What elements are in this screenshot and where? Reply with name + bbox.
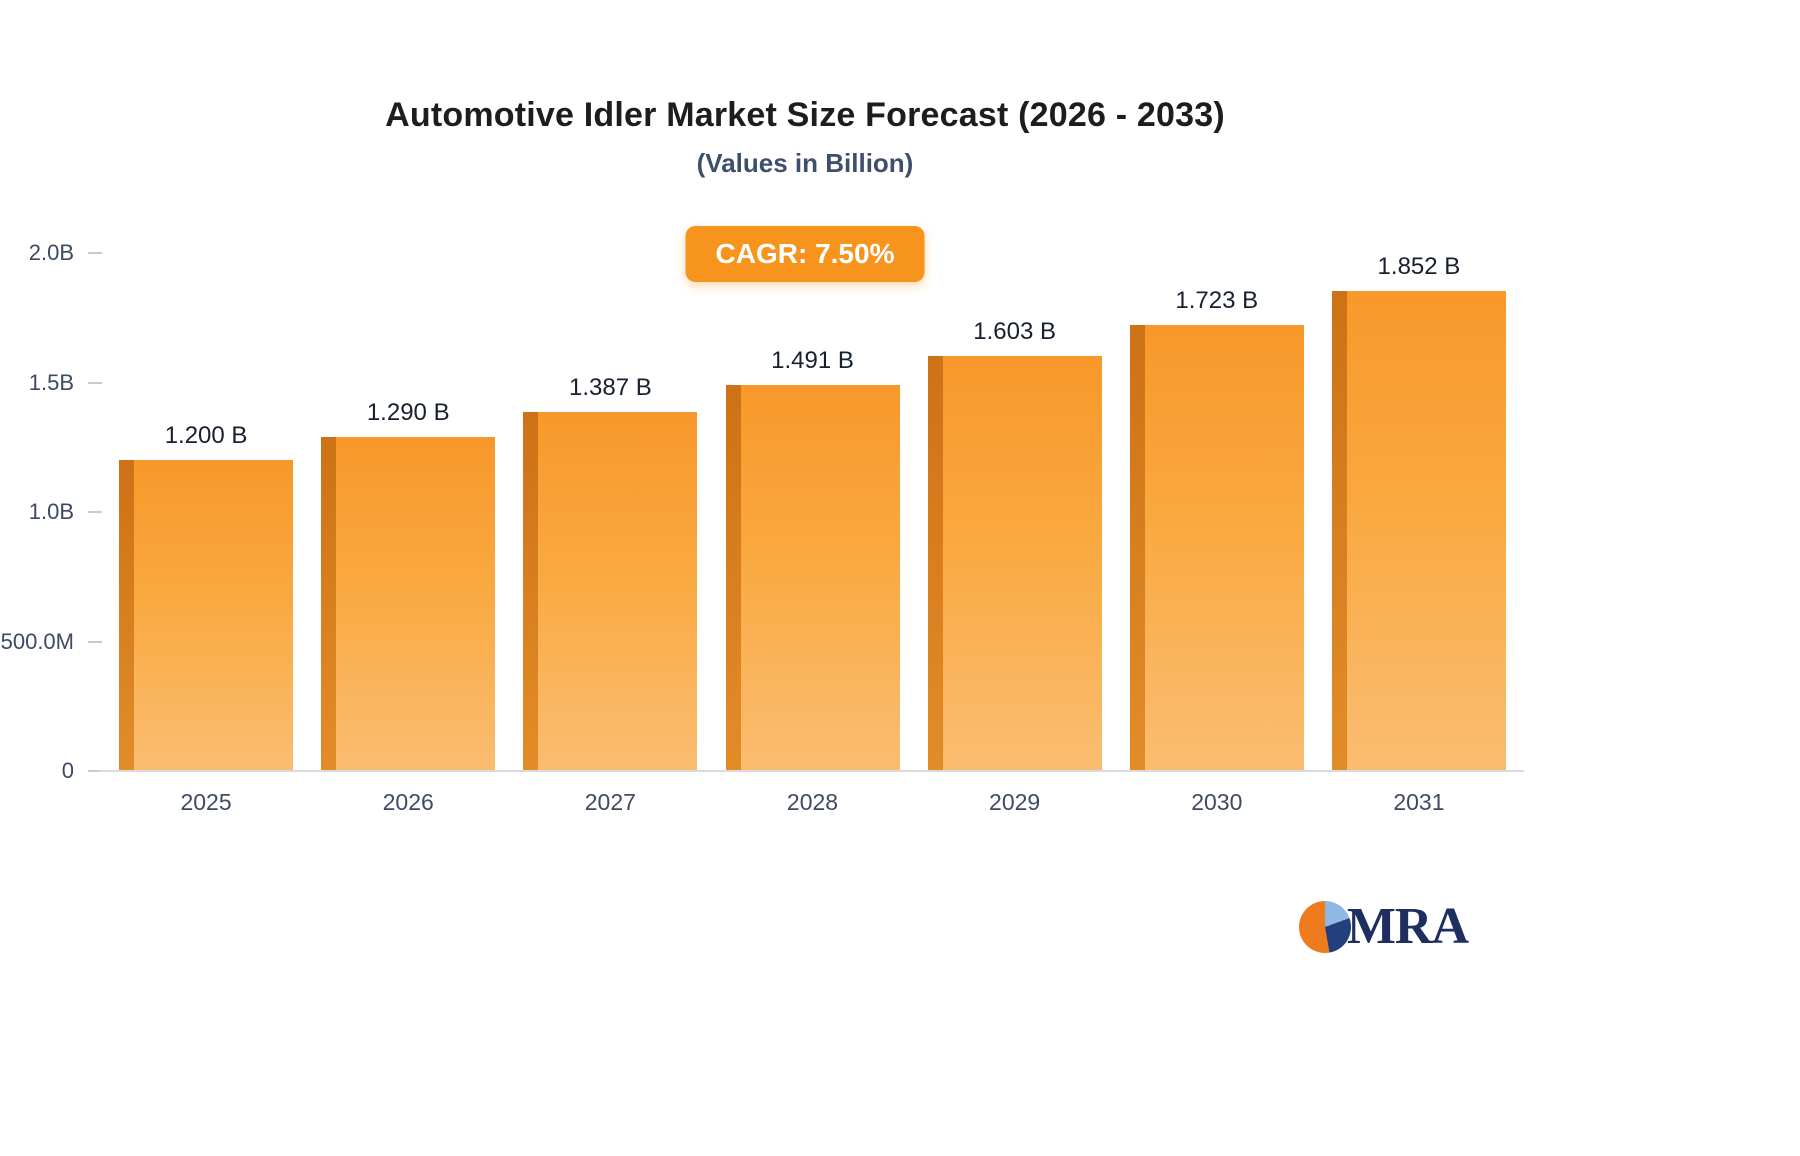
x-axis-label: 2029 <box>989 789 1041 815</box>
y-axis-tick-label: 1.0B <box>28 499 74 524</box>
mra-logo-icon <box>1298 901 1351 953</box>
plot-area: 1.200 B 2025 1.290 B 2026 1.387 B 2027 1.491 B… <box>105 253 1520 815</box>
x-axis-label: 2030 <box>1191 789 1243 815</box>
bar-value-label: 1.723 B <box>1175 286 1259 314</box>
bar-group: 1.723 B <box>1129 287 1304 772</box>
bar-value-label: 1.603 B <box>973 317 1057 345</box>
bar-value-label: 1.200 B <box>164 422 248 450</box>
y-axis-tick-label: 500.0M <box>0 628 74 654</box>
bar <box>321 436 496 772</box>
cagr-badge: CAGR: 7.50% <box>685 226 925 282</box>
y-axis-tick-mark <box>88 252 102 254</box>
bar-group: 1.852 B <box>1331 253 1506 771</box>
y-axis-tick-mark <box>88 511 102 513</box>
x-axis-label: 2025 <box>180 789 232 815</box>
y-axis-tick-label: 0 <box>61 758 74 783</box>
bar-group: 1.200 B <box>119 422 294 771</box>
x-axis-label: 2026 <box>382 789 434 815</box>
chart-title: Automotive Idler Market Size Forecast (2… <box>385 96 1225 134</box>
y-axis-tick-label: 2.0B <box>28 240 74 265</box>
x-axis-label: 2028 <box>786 789 839 815</box>
bar <box>927 355 1102 772</box>
bar-value-label: 1.852 B <box>1377 253 1461 281</box>
bar <box>1129 324 1304 772</box>
bar-group: 1.290 B <box>321 399 496 772</box>
bar-value-label: 1.387 B <box>568 373 652 401</box>
mra-logo-text: MRA <box>1346 898 1469 955</box>
y-axis-tick-mark <box>88 381 102 384</box>
x-axis-label: 2031 <box>1393 789 1445 815</box>
x-axis-label: 2027 <box>584 789 636 815</box>
mra-logo: MRA <box>1298 898 1469 955</box>
bar-group: 1.387 B <box>523 374 698 772</box>
bar-group: 1.491 B <box>725 347 900 772</box>
bar <box>725 384 900 772</box>
bar <box>119 460 294 771</box>
chart-subtitle: (Values in Billion) <box>696 148 914 178</box>
bar <box>1331 291 1506 771</box>
y-axis-tick-mark <box>88 770 102 772</box>
bar-value-label: 1.290 B <box>366 398 450 426</box>
y-axis: 2.0B 1.5B 1.0B 500.0M 0 <box>0 240 102 783</box>
y-axis-tick-mark <box>88 640 102 643</box>
bar-value-label: 1.491 B <box>771 346 854 374</box>
bar <box>523 411 698 772</box>
y-axis-tick-label: 1.5B <box>28 369 74 395</box>
x-axis-baseline <box>100 770 1524 772</box>
bar-group: 1.603 B <box>927 318 1102 772</box>
